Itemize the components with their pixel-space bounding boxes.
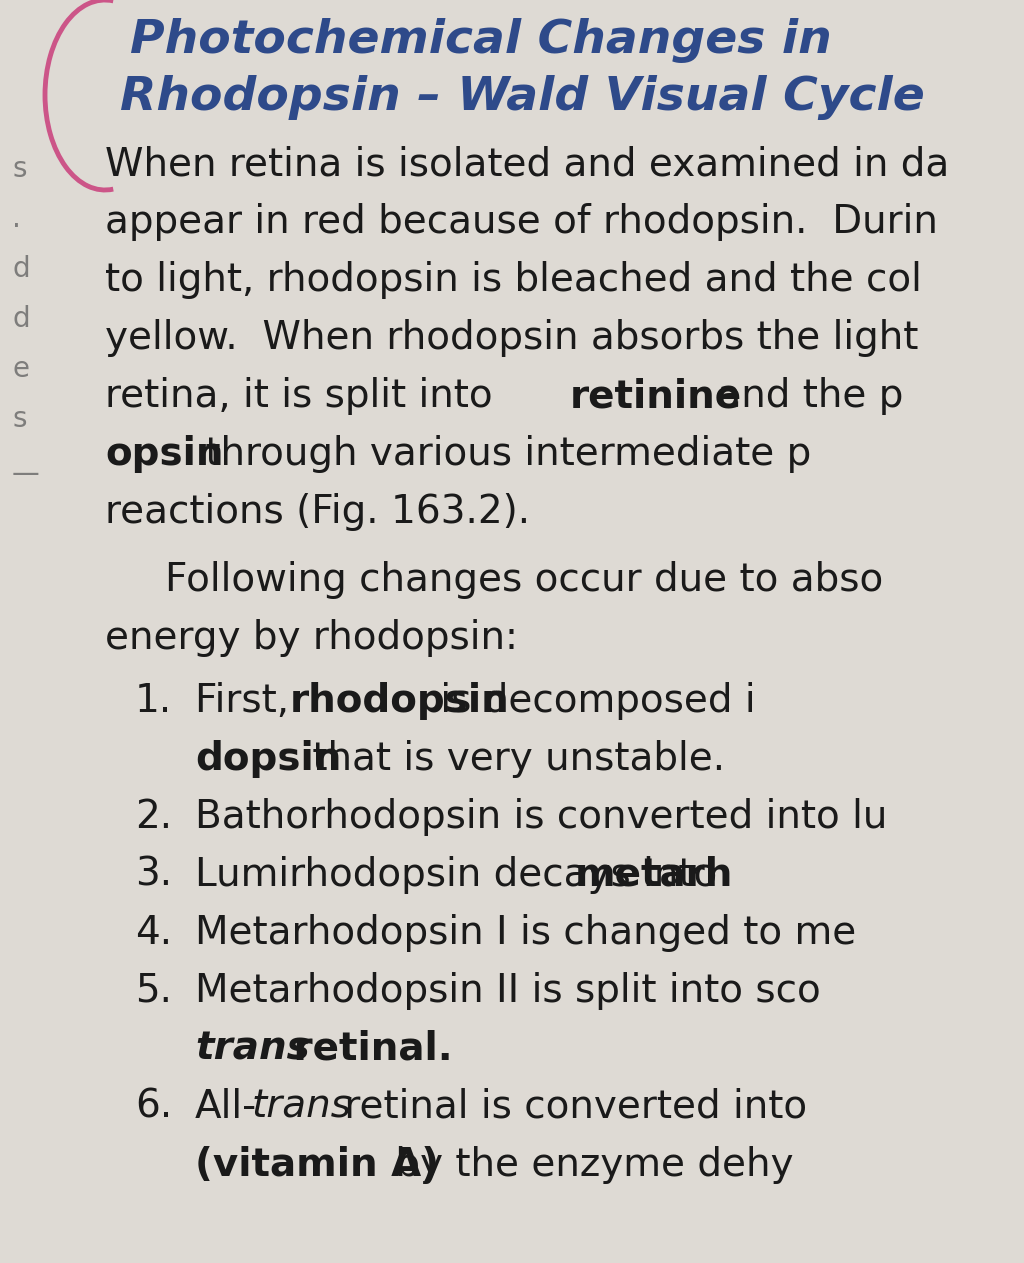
- Text: dopsin: dopsin: [195, 740, 341, 778]
- Text: by the enzyme dehy: by the enzyme dehy: [383, 1146, 794, 1183]
- Text: 6.: 6.: [135, 1087, 172, 1127]
- Text: retinal.: retinal.: [280, 1031, 453, 1068]
- Text: Lumirhodopsin decays into: Lumirhodopsin decays into: [195, 856, 730, 894]
- Text: —: —: [12, 460, 40, 488]
- Text: d: d: [12, 255, 30, 283]
- Text: retina, it is split into: retina, it is split into: [105, 376, 505, 416]
- Text: First,: First,: [195, 682, 301, 720]
- Text: (vitamin A): (vitamin A): [195, 1146, 439, 1183]
- Text: rhodopsin: rhodopsin: [290, 682, 510, 720]
- Text: e: e: [12, 355, 29, 383]
- Text: and the p: and the p: [705, 376, 903, 416]
- Text: reactions (Fig. 163.2).: reactions (Fig. 163.2).: [105, 493, 530, 530]
- Text: retinine: retinine: [570, 376, 742, 416]
- Text: .: .: [12, 205, 20, 232]
- Text: appear in red because of rhodopsin.  Durin: appear in red because of rhodopsin. Duri…: [105, 203, 938, 241]
- Text: s: s: [12, 155, 27, 183]
- Text: opsin: opsin: [105, 434, 223, 474]
- Text: When retina is isolated and examined in da: When retina is isolated and examined in …: [105, 145, 949, 183]
- Text: Metarhodopsin II is split into sco: Metarhodopsin II is split into sco: [195, 973, 821, 1010]
- Text: that is very unstable.: that is very unstable.: [300, 740, 725, 778]
- Text: Bathorhodopsin is converted into lu: Bathorhodopsin is converted into lu: [195, 798, 888, 836]
- Text: Following changes occur due to abso: Following changes occur due to abso: [165, 561, 884, 599]
- Text: to light, rhodopsin is bleached and the col: to light, rhodopsin is bleached and the …: [105, 261, 922, 299]
- Text: d: d: [12, 304, 30, 333]
- Text: 1.: 1.: [135, 682, 172, 720]
- Text: through various intermediate p: through various intermediate p: [193, 434, 811, 474]
- Text: 4.: 4.: [135, 914, 172, 952]
- Text: Rhodopsin – Wald Visual Cycle: Rhodopsin – Wald Visual Cycle: [120, 75, 925, 120]
- Text: 5.: 5.: [135, 973, 172, 1010]
- Text: is decomposed i: is decomposed i: [428, 682, 756, 720]
- Text: s: s: [12, 405, 27, 433]
- Text: Photochemical Changes in: Photochemical Changes in: [130, 18, 831, 63]
- Text: yellow.  When rhodopsin absorbs the light: yellow. When rhodopsin absorbs the light: [105, 320, 919, 357]
- Text: trans: trans: [195, 1031, 309, 1068]
- Text: metarh: metarh: [575, 856, 733, 894]
- Text: 3.: 3.: [135, 856, 172, 894]
- Text: 2.: 2.: [135, 798, 172, 836]
- Text: energy by rhodopsin:: energy by rhodopsin:: [105, 619, 518, 657]
- Text: Metarhodopsin I is changed to me: Metarhodopsin I is changed to me: [195, 914, 856, 952]
- Text: retinal is converted into: retinal is converted into: [332, 1087, 807, 1127]
- Text: trans: trans: [252, 1087, 352, 1127]
- Text: All-: All-: [195, 1087, 257, 1127]
